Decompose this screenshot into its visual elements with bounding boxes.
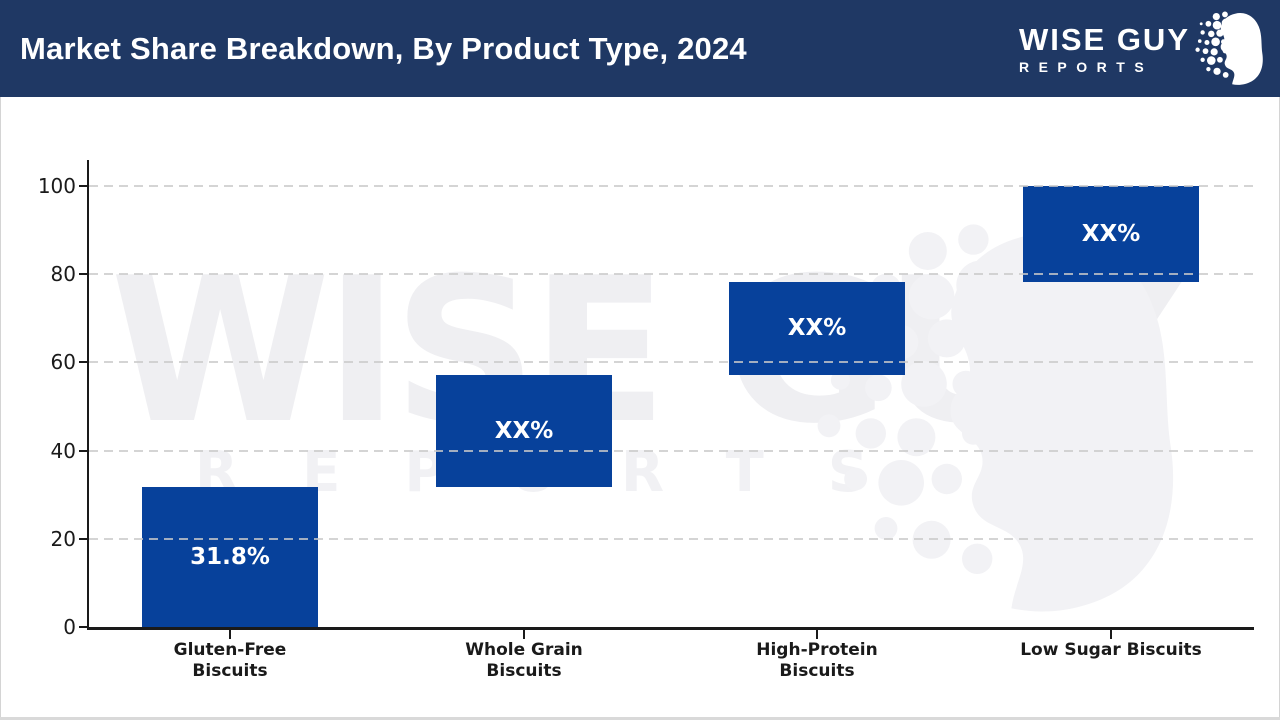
gridline xyxy=(89,185,1254,187)
bar-value-label: XX% xyxy=(1081,220,1141,247)
y-tick-label: 60 xyxy=(50,350,76,375)
x-axis-line xyxy=(87,627,1254,630)
brand-logo-text: WISE GUY REPORTS xyxy=(1019,24,1190,74)
x-category-label: Whole Grain Biscuits xyxy=(465,640,583,681)
y-tick-mark xyxy=(79,626,88,628)
x-tick-mark xyxy=(816,630,818,639)
y-tick-label: 20 xyxy=(50,526,76,551)
bar-segment: XX% xyxy=(729,281,905,375)
frame-border-left xyxy=(0,97,1,720)
x-tick-mark xyxy=(523,630,525,639)
x-category-label: High-Protein Biscuits xyxy=(756,640,878,681)
x-tick-mark xyxy=(229,630,231,639)
brand-face-icon xyxy=(1195,11,1263,85)
y-tick-mark xyxy=(79,361,88,364)
brand-subname: REPORTS xyxy=(1018,58,1154,75)
x-category-label: Low Sugar Biscuits xyxy=(1020,640,1202,660)
frame-border-bottom xyxy=(0,717,1280,720)
y-axis-line xyxy=(87,160,89,630)
gridline xyxy=(89,449,1254,452)
bar-segment: XX% xyxy=(436,374,612,487)
brand-name: WISE GUY xyxy=(1018,21,1190,57)
header-bar: Market Share Breakdown, By Product Type,… xyxy=(0,0,1280,97)
y-tick-label: 80 xyxy=(50,262,76,287)
x-category-label: Gluten-Free Biscuits xyxy=(173,640,287,681)
x-tick-mark xyxy=(1110,630,1112,639)
y-tick-label: 0 xyxy=(63,615,76,639)
bar-value-label: XX% xyxy=(494,417,554,444)
page-title: Market Share Breakdown, By Product Type,… xyxy=(20,30,747,66)
brand-logo: WISE GUY REPORTS xyxy=(1019,8,1266,90)
y-tick-mark xyxy=(79,273,88,276)
bar-value-label: 31.8% xyxy=(190,543,270,570)
gridline xyxy=(89,537,1254,540)
y-tick-mark xyxy=(79,537,88,540)
bar-value-label: XX% xyxy=(787,315,847,342)
bar-segment: XX% xyxy=(1023,186,1199,282)
gridline xyxy=(89,273,1254,276)
y-tick-label: 100 xyxy=(37,174,76,198)
bar-segment: 31.8% xyxy=(142,486,318,627)
gridline xyxy=(89,361,1254,364)
y-tick-mark xyxy=(79,185,88,187)
y-tick-mark xyxy=(79,449,88,452)
y-tick-label: 40 xyxy=(50,438,76,463)
